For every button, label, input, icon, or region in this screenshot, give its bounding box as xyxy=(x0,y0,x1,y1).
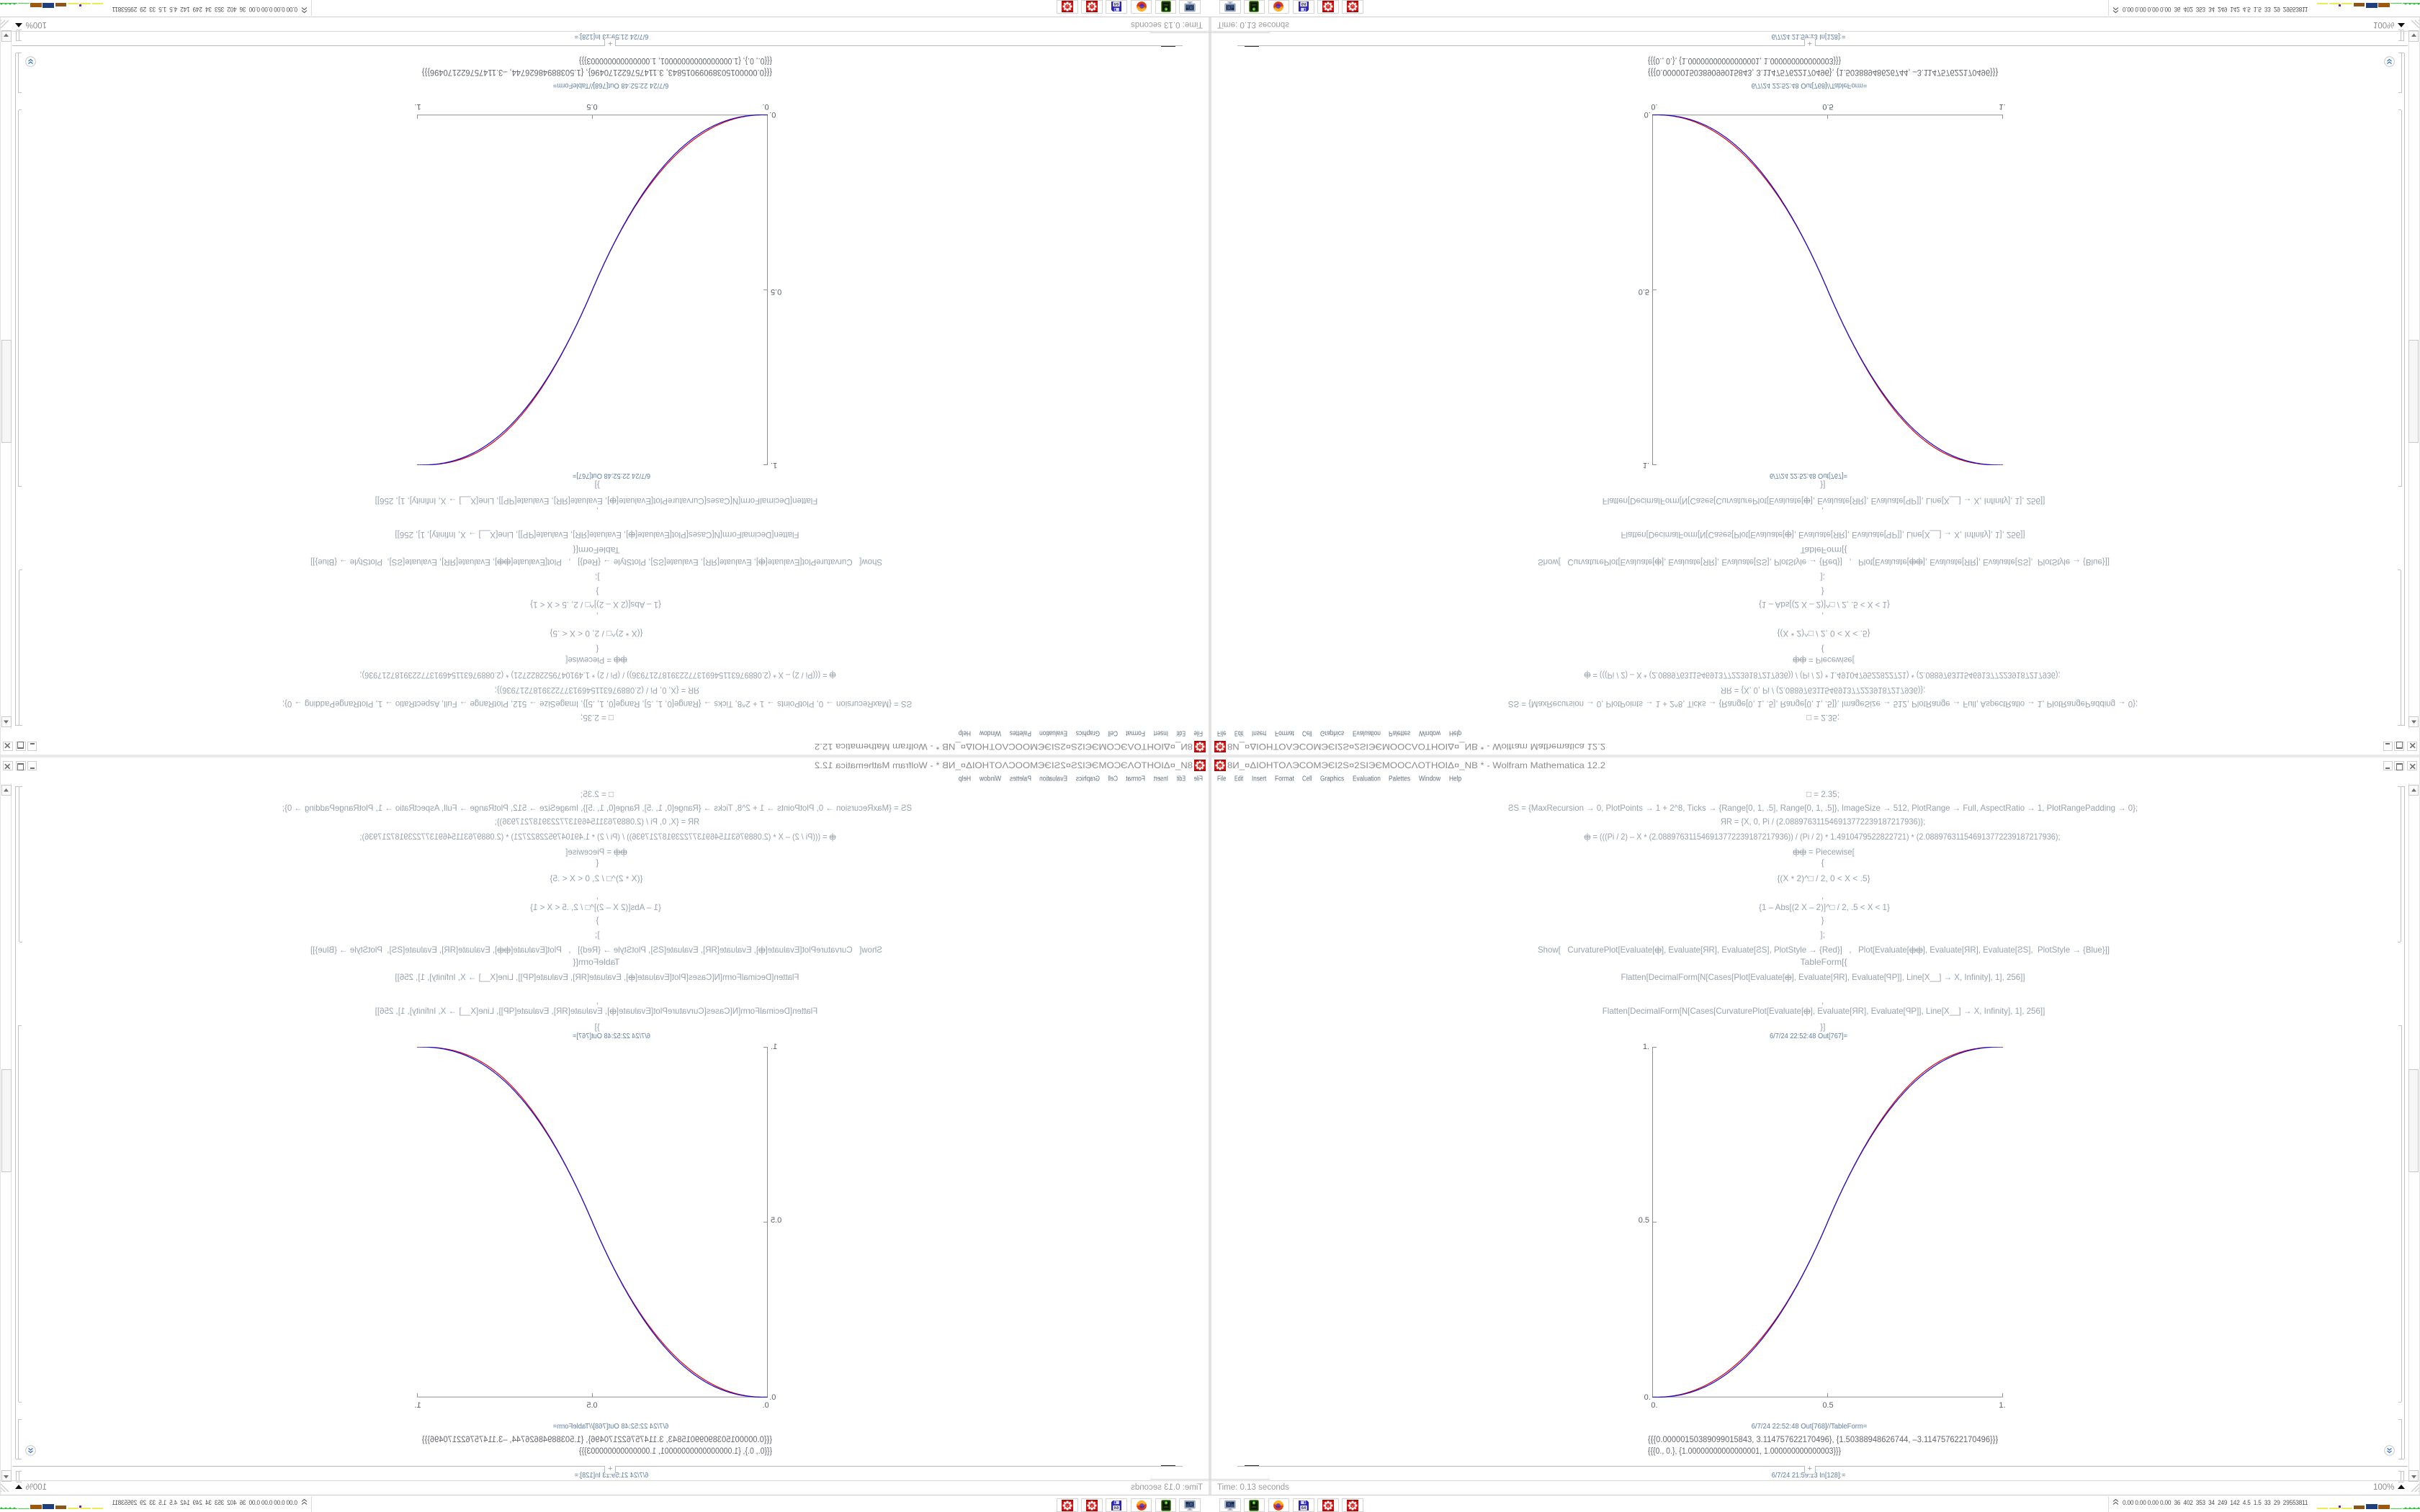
svg-text:64: 64 xyxy=(1301,1506,1307,1511)
svg-text:64: 64 xyxy=(1301,1,1307,6)
svg-text:64: 64 xyxy=(1113,1,1119,6)
svg-text:64: 64 xyxy=(1113,1506,1119,1511)
